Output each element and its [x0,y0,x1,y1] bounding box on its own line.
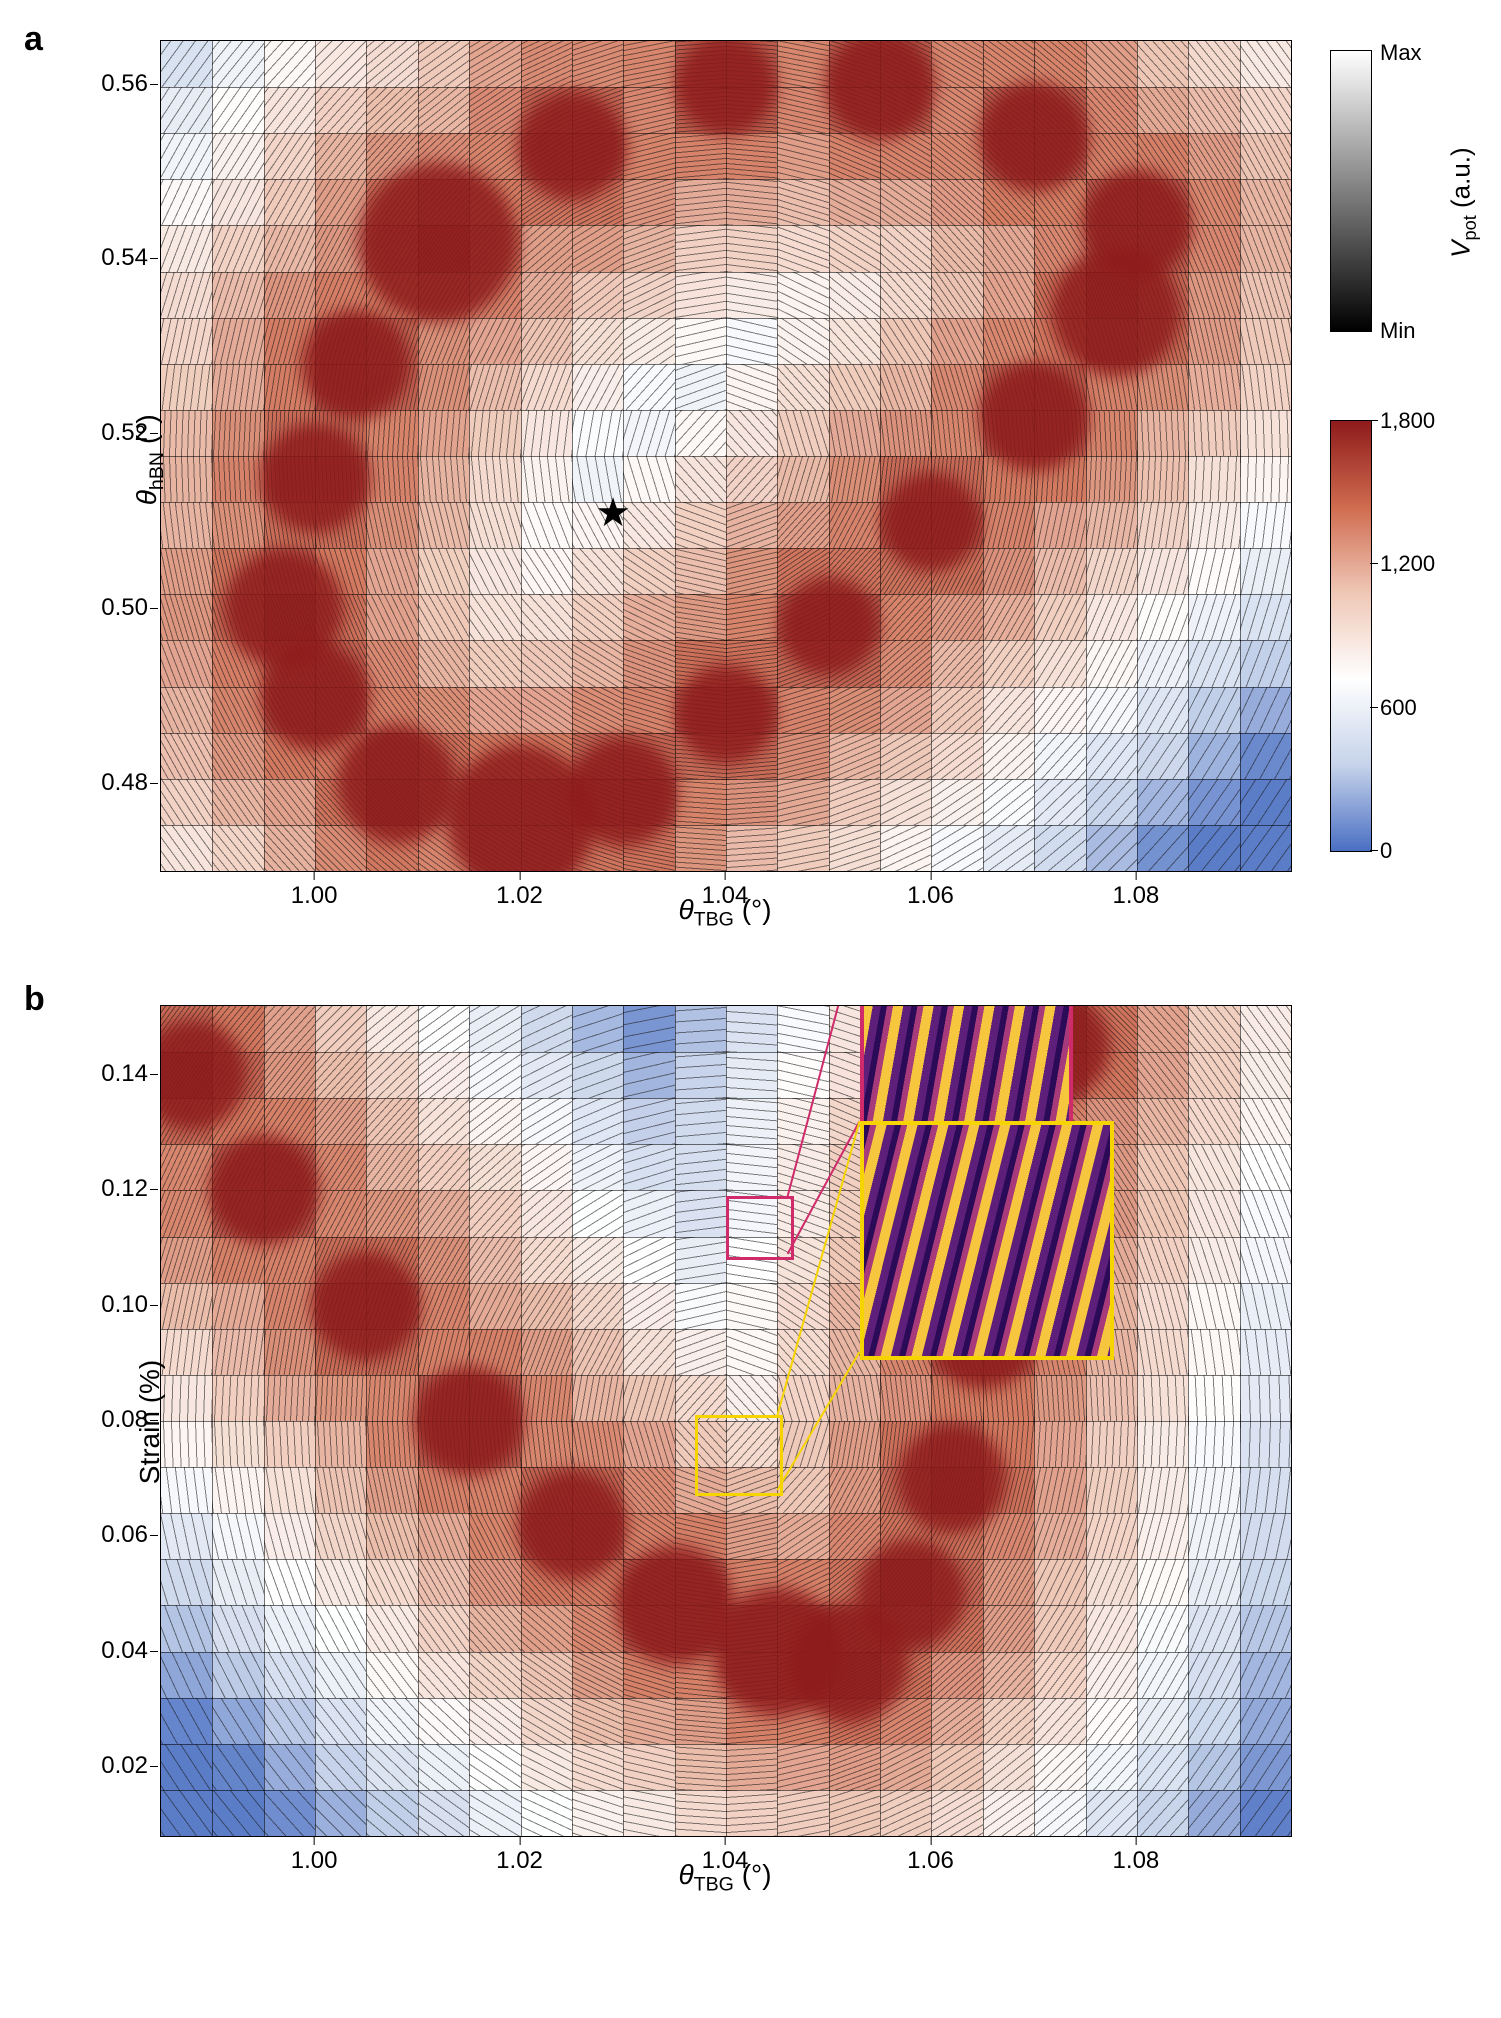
inset-src-yellow [695,1415,783,1496]
inset-red [860,1005,1073,1129]
panel-a-xlabel: θTBG (°) [678,894,771,932]
cbar-vpot-title: Vpot (a.u.) [1446,147,1481,258]
panel-b-xlabel: θTBG (°) [678,1859,771,1897]
inset-src-red [726,1196,794,1260]
cbar-vpot-min: Min [1380,318,1415,344]
figure: a ★ 0.480.500.520.540.56 1.001.021.041.0… [20,20,1480,850]
panel-a-ylabel: θhBN (°) [131,360,169,560]
panel-a-plot: ★ [160,40,1292,872]
colorbar-vpot [1330,50,1372,332]
inset-yellow [860,1121,1115,1360]
star-marker: ★ [595,490,631,536]
panel-b-plot [160,1005,1292,1837]
panel-b-label: b [24,980,45,1019]
cbar-vpot-max: Max [1380,40,1422,66]
colorbar-period [1330,420,1372,852]
panel-a-label: a [24,20,43,59]
